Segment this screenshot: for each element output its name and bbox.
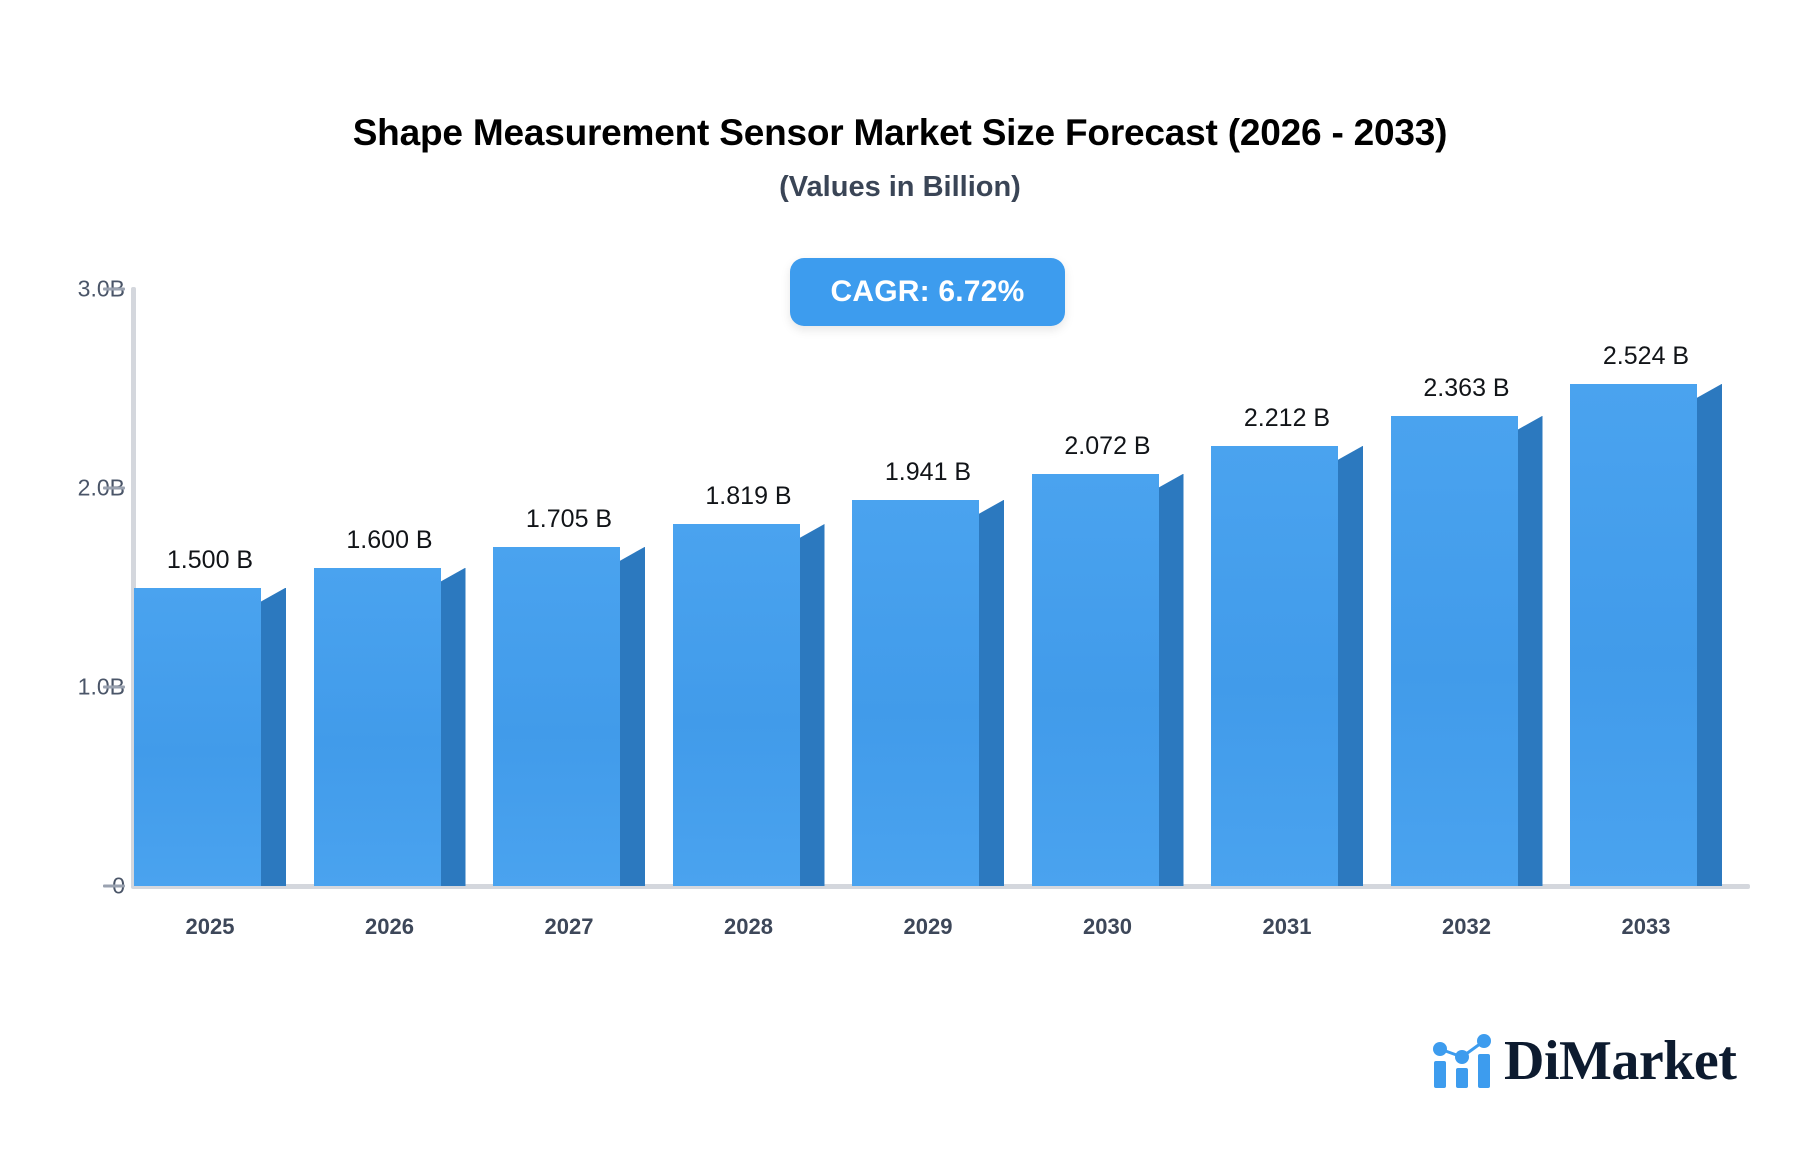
x-axis-line bbox=[131, 884, 1750, 889]
x-axis-tick-label: 2029 bbox=[903, 914, 953, 939]
bar-front-face bbox=[493, 546, 620, 886]
bar-side-face bbox=[1697, 383, 1722, 886]
bar-value-label: 1.500 B bbox=[166, 545, 254, 574]
y-axis-tick: 1.0B bbox=[0, 674, 125, 700]
bar-value-label: 1.819 B bbox=[705, 482, 792, 511]
brand-logo: DiMarket bbox=[1432, 1030, 1737, 1092]
bar-front-face bbox=[134, 587, 261, 886]
bar-3d-body bbox=[852, 499, 1004, 886]
bar-side-face bbox=[1517, 415, 1543, 886]
bar-column bbox=[672, 524, 825, 886]
bar-front-face bbox=[313, 567, 441, 886]
y-axis-tick-mark bbox=[103, 287, 125, 291]
bar-side-face bbox=[1158, 473, 1184, 886]
bar-column bbox=[134, 587, 286, 886]
bar-side-face bbox=[261, 587, 286, 886]
x-axis-tick-label: 2030 bbox=[1083, 914, 1132, 939]
bar-column bbox=[1570, 383, 1722, 886]
x-axis-tick-label: 2033 bbox=[1621, 914, 1671, 939]
page-title: Shape Measurement Sensor Market Size For… bbox=[352, 112, 1448, 153]
bar-3d-body bbox=[313, 567, 466, 886]
bar-value-label: 2.212 B bbox=[1243, 403, 1331, 432]
x-axis-tick-label: 2026 bbox=[365, 914, 414, 939]
bar-side-face bbox=[620, 546, 645, 886]
bar-front-face bbox=[672, 524, 800, 886]
bar-3d-body bbox=[1031, 473, 1184, 886]
y-axis-line bbox=[131, 287, 136, 888]
bar-side-face bbox=[1338, 445, 1363, 886]
bar-3d-body bbox=[1570, 383, 1722, 886]
bar-side-face bbox=[799, 524, 825, 886]
bar-3d-body bbox=[1211, 445, 1363, 886]
cagr-badge-label: CAGR: 6.72% bbox=[830, 275, 1025, 308]
bar-column bbox=[1031, 473, 1184, 886]
bar-column bbox=[493, 546, 645, 886]
chart-subtitle: (Values in Billion) bbox=[779, 171, 1021, 203]
bar-front-face bbox=[852, 499, 979, 886]
bar-front-face bbox=[1031, 473, 1159, 886]
bar-3d-body bbox=[134, 587, 286, 886]
bar-front-face bbox=[1211, 445, 1338, 886]
y-axis-tick-mark bbox=[103, 884, 125, 888]
bar-3d-body bbox=[1390, 415, 1543, 886]
x-axis-tick-label: 2031 bbox=[1262, 914, 1312, 939]
y-axis-tick-mark bbox=[103, 486, 125, 490]
cagr-badge: CAGR: 6.72% bbox=[790, 258, 1065, 326]
x-axis-tick-label: 2025 bbox=[185, 914, 235, 939]
bar-side-face bbox=[979, 499, 1004, 886]
y-axis-tick: 0 bbox=[0, 873, 125, 899]
y-axis-tick: 2.0B bbox=[0, 475, 125, 501]
bar-value-label: 1.600 B bbox=[346, 525, 433, 554]
bar-value-label: 2.363 B bbox=[1423, 373, 1510, 402]
bar-3d-body bbox=[672, 524, 825, 886]
bar-chart-logo-icon bbox=[1433, 1034, 1491, 1088]
bar-column bbox=[313, 567, 466, 886]
bar-column bbox=[852, 499, 1004, 886]
bar-3d-body bbox=[493, 546, 645, 886]
y-axis-tick: 3.0B bbox=[0, 276, 125, 302]
logo-text: DiMarket bbox=[1504, 1030, 1737, 1092]
bar-value-label: 2.524 B bbox=[1602, 341, 1690, 370]
bar-front-face bbox=[1570, 383, 1697, 886]
bar-value-label: 1.705 B bbox=[525, 504, 613, 533]
x-axis-tick-label: 2027 bbox=[544, 914, 594, 939]
x-axis-tick-label: 2032 bbox=[1442, 914, 1491, 939]
bar-front-face bbox=[1390, 415, 1518, 886]
bar-column bbox=[1211, 445, 1363, 886]
x-axis-tick-label: 2028 bbox=[724, 914, 773, 939]
y-axis-tick-mark bbox=[103, 685, 125, 689]
bar-side-face bbox=[440, 567, 466, 886]
bar-column bbox=[1390, 415, 1543, 886]
bar-value-label: 2.072 B bbox=[1064, 431, 1151, 460]
bar-value-label: 1.941 B bbox=[884, 457, 972, 486]
